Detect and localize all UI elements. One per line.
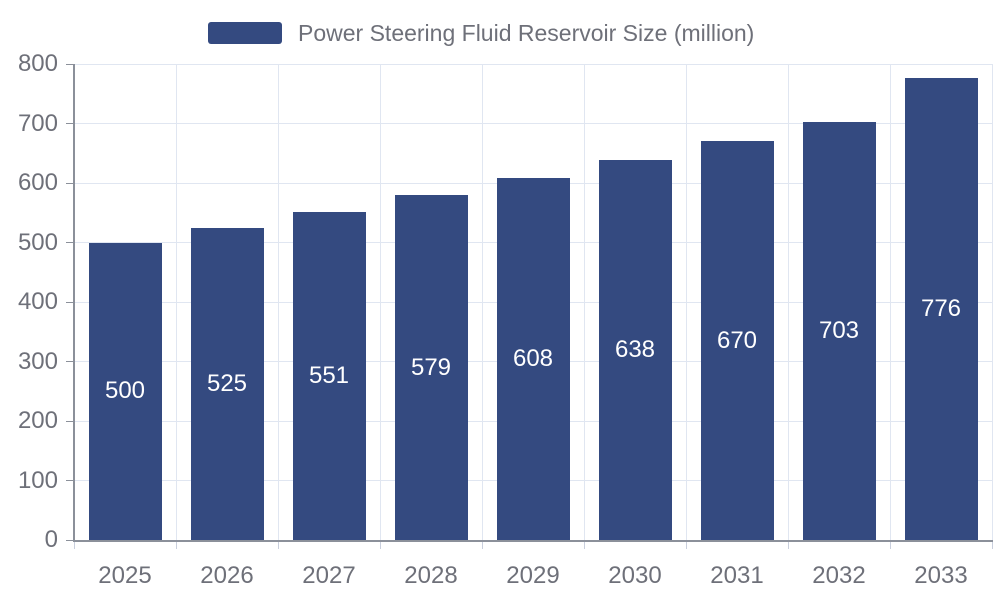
y-axis-tick — [66, 361, 74, 362]
bar[interactable] — [700, 141, 774, 540]
y-axis-tick — [66, 63, 74, 65]
x-axis-tick — [175, 541, 177, 549]
x-axis-label: 2030 — [608, 562, 662, 589]
y-axis-tick — [66, 480, 74, 481]
bar-value-label: 579 — [410, 353, 452, 381]
bar[interactable] — [802, 121, 876, 540]
h-gridline — [74, 63, 992, 65]
x-axis-tick — [277, 541, 279, 549]
y-axis-line — [73, 64, 75, 540]
v-gridline — [277, 64, 279, 540]
h-gridline — [74, 123, 992, 124]
v-gridline — [481, 64, 483, 540]
bar[interactable] — [88, 242, 162, 540]
bar[interactable] — [496, 178, 570, 540]
x-axis-label: 2032 — [812, 562, 866, 589]
x-axis-tick — [787, 541, 789, 549]
bar[interactable] — [904, 78, 978, 540]
x-axis-tick — [379, 541, 381, 549]
bar-value-label: 551 — [308, 362, 350, 390]
x-axis-label: 2027 — [302, 562, 356, 589]
bar[interactable] — [394, 195, 468, 540]
bar[interactable] — [292, 212, 366, 540]
x-axis-label: 2028 — [404, 562, 458, 589]
v-gridline — [685, 64, 687, 540]
y-axis-tick — [66, 182, 74, 184]
v-gridline — [379, 64, 381, 540]
bar-value-label: 608 — [512, 345, 554, 373]
y-tick-label: 600 — [17, 169, 58, 196]
x-axis-label: 2033 — [914, 562, 968, 589]
y-axis-tick — [66, 123, 74, 124]
v-gridline — [787, 64, 789, 540]
y-tick-label: 100 — [17, 466, 58, 494]
bar-value-label: 670 — [716, 326, 758, 354]
legend-label: Power Steering Fluid Reservoir Size (mil… — [298, 20, 755, 46]
x-axis-tick — [583, 541, 585, 549]
v-gridline — [889, 64, 891, 540]
x-axis-label: 2031 — [710, 562, 764, 589]
x-axis-tick — [889, 541, 891, 549]
bar-value-label: 500 — [104, 377, 146, 405]
bar-value-label: 638 — [614, 336, 656, 364]
x-axis-tick — [481, 541, 483, 549]
y-axis-tick — [66, 301, 74, 303]
v-gridline — [583, 64, 585, 540]
x-axis-tick — [991, 541, 993, 549]
v-gridline — [175, 64, 177, 540]
y-tick-label: 800 — [17, 50, 58, 77]
y-axis-tick — [66, 539, 74, 541]
x-axis-label: 2029 — [506, 562, 560, 589]
x-axis-label: 2026 — [200, 562, 254, 589]
legend-item[interactable]: Power Steering Fluid Reservoir Size (mil… — [208, 20, 754, 46]
y-axis-tick — [66, 242, 74, 243]
x-axis-tick — [73, 541, 75, 549]
y-tick-label: 200 — [17, 407, 58, 434]
bar-value-label: 776 — [920, 295, 962, 323]
y-tick-label: 300 — [17, 347, 58, 375]
x-axis-line — [73, 540, 993, 542]
bar-value-label: 703 — [818, 316, 860, 344]
y-tick-label: 0 — [44, 526, 58, 553]
legend-swatch — [208, 22, 282, 44]
y-tick-label: 500 — [17, 228, 58, 256]
bar-value-label: 525 — [206, 369, 248, 397]
x-axis-label: 2025 — [98, 562, 152, 589]
x-axis-tick — [685, 541, 687, 549]
v-gridline — [991, 64, 993, 540]
bar[interactable] — [190, 227, 264, 540]
y-tick-label: 400 — [17, 288, 58, 315]
bar[interactable] — [598, 160, 672, 540]
y-tick-label: 700 — [17, 109, 58, 137]
y-axis-tick — [66, 420, 74, 422]
